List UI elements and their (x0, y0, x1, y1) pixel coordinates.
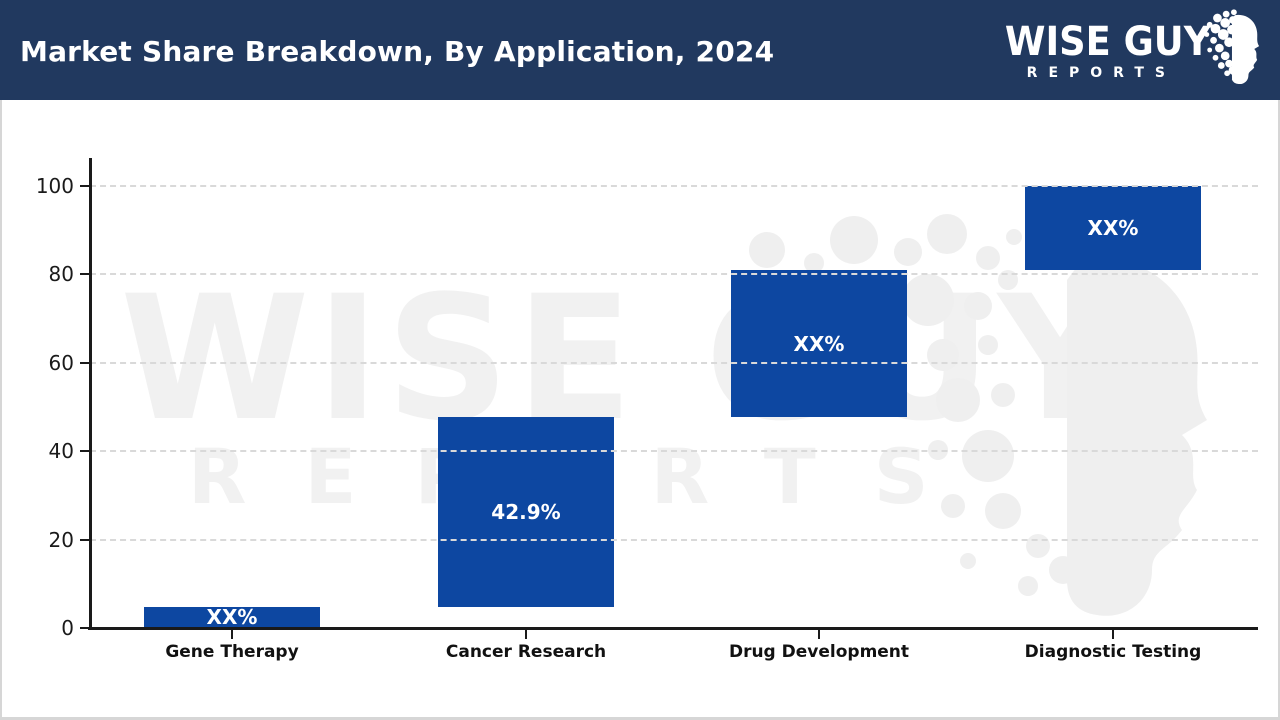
gridline-y-40 (90, 450, 1258, 453)
y-tick-mark-20 (80, 538, 89, 541)
y-tick-label-0: 0 (61, 616, 74, 640)
bar-cancer-research (438, 417, 614, 607)
gridline-y-20 (90, 538, 1258, 541)
bar-value-label: XX% (206, 605, 258, 630)
y-axis-line (89, 158, 92, 630)
bar-value-label: 42.9% (491, 499, 561, 524)
wise-guy-logo: WISE GUY REPORTS (1005, 8, 1262, 92)
category-label-cancer-research: Cancer Research (445, 642, 607, 662)
bar-value-label: XX% (793, 331, 845, 356)
x-tick-mark (818, 630, 820, 639)
bar-drug-development (731, 269, 907, 418)
gridline-y-60 (90, 361, 1258, 364)
category-label-diagnostic-testing: Diagnostic Testing (1024, 642, 1202, 662)
chart-canvas: WISE GUY REPORTS XX%42.9%XX%XX%020406080… (0, 100, 1280, 720)
y-tick-label-40: 40 (48, 439, 74, 464)
y-tick-mark-60 (80, 361, 89, 364)
gridline-y-80 (90, 273, 1258, 276)
watermark-wordmark: WISE GUY (120, 258, 1129, 459)
y-tick-label-20: 20 (48, 527, 74, 552)
logo-text: WISE GUY REPORTS (987, 22, 1210, 81)
header-band: Market Share Breakdown, By Application, … (0, 0, 1280, 100)
bar-value-label: XX% (1087, 215, 1139, 240)
bar-diagnostic-testing (1025, 186, 1201, 270)
x-tick-mark (525, 630, 527, 639)
page-title: Market Share Breakdown, By Application, … (20, 35, 775, 68)
y-tick-mark-40 (80, 450, 89, 453)
logo-subtitle: REPORTS (1026, 65, 1176, 81)
y-tick-mark-80 (80, 273, 89, 276)
category-label-gene-therapy: Gene Therapy (165, 642, 299, 662)
x-tick-mark (231, 630, 233, 639)
y-tick-label-60: 60 (48, 350, 74, 375)
dotted-face-profile-icon (1204, 9, 1260, 85)
x-axis-line (88, 627, 1258, 630)
category-label-drug-development: Drug Development (728, 642, 910, 662)
y-tick-label-80: 80 (48, 262, 74, 287)
bar-gene-therapy (144, 606, 320, 628)
logo-wordmark: WISE GUY (1004, 19, 1210, 65)
y-tick-label-100: 100 (35, 174, 74, 198)
x-tick-mark (1112, 630, 1114, 639)
y-tick-mark-100 (80, 185, 89, 187)
y-tick-mark-0 (80, 627, 89, 629)
gridline-y-100 (90, 185, 1258, 187)
